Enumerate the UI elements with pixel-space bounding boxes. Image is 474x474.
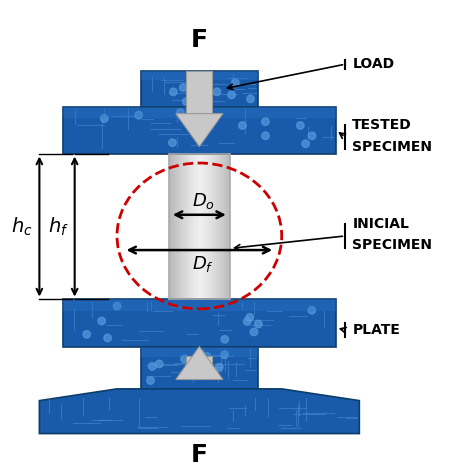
Circle shape [113, 302, 121, 310]
Circle shape [182, 98, 190, 105]
Circle shape [231, 79, 239, 87]
Bar [63, 300, 336, 346]
Circle shape [169, 139, 176, 146]
Text: $h_c$: $h_c$ [10, 215, 32, 237]
Bar [197, 154, 200, 300]
Bar [208, 154, 210, 300]
Circle shape [148, 363, 156, 370]
Circle shape [213, 88, 221, 96]
Text: TESTED: TESTED [352, 118, 412, 132]
Circle shape [308, 307, 316, 314]
Bar [171, 154, 173, 300]
Text: SPECIMEN: SPECIMEN [352, 139, 432, 154]
Bar [183, 154, 185, 300]
Circle shape [250, 328, 258, 336]
Circle shape [203, 353, 211, 360]
Text: $h_f$: $h_f$ [48, 215, 69, 237]
Circle shape [197, 350, 204, 357]
Bar [185, 154, 188, 300]
Circle shape [177, 109, 184, 116]
Bar [63, 300, 336, 311]
Text: LOAD: LOAD [352, 57, 394, 71]
Circle shape [262, 132, 269, 139]
Bar [177, 154, 180, 300]
Bar [224, 154, 227, 300]
Bar [200, 154, 202, 300]
Circle shape [297, 122, 304, 129]
Text: F: F [191, 28, 208, 53]
Bar [218, 154, 220, 300]
Circle shape [244, 318, 251, 325]
Circle shape [83, 330, 91, 338]
Circle shape [98, 317, 105, 325]
Circle shape [228, 91, 235, 99]
Circle shape [135, 111, 143, 119]
Circle shape [100, 115, 108, 122]
Polygon shape [39, 389, 359, 434]
Circle shape [104, 334, 111, 342]
Circle shape [180, 84, 187, 91]
Text: $D_f$: $D_f$ [192, 254, 214, 274]
Text: PLATE: PLATE [352, 323, 400, 337]
Circle shape [155, 360, 163, 368]
Bar [63, 107, 336, 154]
Circle shape [216, 364, 223, 371]
Bar [214, 154, 216, 300]
Bar [191, 154, 194, 300]
Bar [222, 154, 224, 300]
Circle shape [195, 87, 203, 95]
Bar [210, 154, 212, 300]
Bar [189, 154, 191, 300]
Text: INICIAL: INICIAL [352, 217, 409, 231]
Circle shape [194, 354, 202, 361]
Text: $D_o$: $D_o$ [191, 191, 215, 211]
Bar [211, 154, 214, 300]
Polygon shape [176, 346, 223, 380]
Bar [173, 154, 175, 300]
Circle shape [255, 320, 262, 328]
Bar [187, 154, 190, 300]
Bar [193, 154, 196, 300]
Circle shape [147, 377, 154, 384]
Bar [141, 71, 258, 80]
Bar [141, 346, 258, 357]
Bar [169, 154, 230, 300]
Bar [201, 154, 204, 300]
Circle shape [170, 88, 177, 96]
Circle shape [205, 98, 212, 105]
Polygon shape [176, 114, 223, 146]
Bar [226, 154, 228, 300]
Circle shape [221, 351, 228, 358]
Circle shape [239, 122, 246, 129]
Text: F: F [191, 443, 208, 467]
Bar [179, 154, 182, 300]
Circle shape [247, 95, 254, 103]
Circle shape [197, 361, 205, 368]
Bar [203, 154, 206, 300]
Bar [141, 346, 258, 389]
Circle shape [181, 355, 188, 363]
Bar [63, 107, 336, 118]
Bar [228, 154, 230, 300]
Bar [175, 154, 177, 300]
Bar [195, 154, 198, 300]
Circle shape [196, 90, 203, 97]
Text: SPECIMEN: SPECIMEN [352, 238, 432, 252]
Bar [220, 154, 222, 300]
Bar [181, 154, 183, 300]
Bar [141, 71, 258, 107]
Circle shape [221, 336, 228, 343]
Circle shape [308, 132, 316, 139]
Circle shape [302, 140, 310, 147]
Bar [216, 154, 218, 300]
Bar [186, 356, 212, 380]
Circle shape [262, 118, 269, 125]
Bar [169, 154, 171, 300]
Bar [205, 154, 208, 300]
Circle shape [246, 314, 254, 321]
Bar [186, 71, 212, 114]
